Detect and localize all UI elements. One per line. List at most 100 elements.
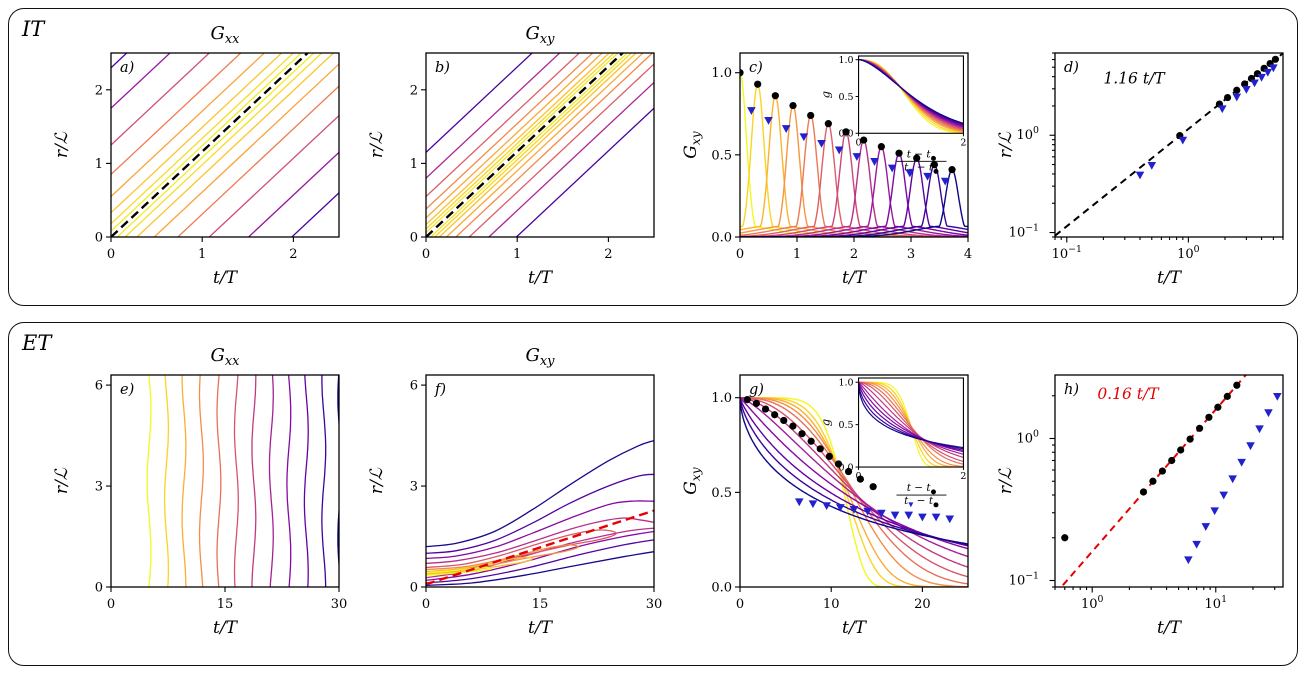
- svg-text:0: 0: [409, 231, 417, 246]
- svg-text:0: 0: [422, 597, 430, 612]
- log-tick-label: 10−1: [1009, 223, 1039, 241]
- svg-text:1: 1: [793, 247, 801, 262]
- contour-lines: [425, 439, 654, 586]
- contour-lines: [111, 53, 339, 237]
- svg-text:1: 1: [409, 157, 417, 172]
- axis-tick-labels: 0 15 30 0 3 6: [95, 379, 348, 612]
- x-axis-label: t/T: [842, 268, 868, 288]
- svg-text:2: 2: [409, 83, 417, 98]
- dashed-guide-line: [425, 509, 654, 586]
- contour-lines: [146, 375, 339, 587]
- inset-ticks: [855, 59, 965, 137]
- svg-text:1.0: 1.0: [839, 378, 854, 389]
- axis-tick-labels: 0 15 30 0 3 6: [409, 379, 662, 612]
- axis-ticks: [106, 384, 340, 592]
- y-axis-label: r/ℒ: [52, 467, 72, 494]
- axis-tick-labels: 0 1 2 0 1 2: [409, 83, 612, 262]
- inset: 1.0 0.5 0.00 2 g t − t●t▼ − t●: [819, 55, 967, 175]
- plot-series: [425, 439, 654, 586]
- x-axis-label: t/T: [213, 268, 239, 288]
- panel-letter: e): [120, 382, 134, 398]
- svg-text:4: 4: [964, 247, 972, 262]
- svg-text:6: 6: [95, 379, 103, 394]
- svg-text:2: 2: [289, 247, 297, 262]
- panel-letter: g): [749, 382, 764, 398]
- x-axis-label: t/T: [528, 268, 554, 288]
- svg-text:0: 0: [736, 247, 744, 262]
- inset-ylabel: g: [819, 419, 833, 426]
- inset-xlabel-numerator: t − t●: [907, 482, 937, 496]
- log-tick-label: 100: [1016, 125, 1039, 143]
- axis-ticks: [420, 384, 655, 592]
- panel-title: Gxy: [525, 23, 555, 47]
- log-tick-label: 10−1: [1009, 571, 1039, 589]
- data-dots: [744, 396, 878, 491]
- panel-group-et: ET 0 15 30 0 3 6 Gxx t/T r/ℒ e) 0 15 30 0 3 6 Gxy t/T r/ℒ f…: [8, 322, 1298, 666]
- svg-text:0: 0: [422, 247, 430, 262]
- panel-h: 100 101 10−1 100 t/T r/ℒ h) 0.16 t/T: [996, 374, 1284, 638]
- data-triangles: [747, 107, 950, 186]
- y-axis-label: r/ℒ: [996, 467, 1016, 494]
- panel-row-et: 0 15 30 0 3 6 Gxx t/T r/ℒ e) 0 15 30 0 3 6 Gxy t/T r/ℒ f) 0 1…: [9, 323, 1297, 649]
- inset: 1.0 0.5 0.00 2 g t − t●t▼ − t●: [819, 377, 967, 509]
- svg-text:30: 30: [645, 597, 662, 612]
- panel-letter: b): [435, 60, 450, 76]
- panel-d: 10−1 100 10−1 100 t/T r/ℒ d) 1.16 t/T: [996, 52, 1284, 288]
- svg-text:1.0: 1.0: [712, 391, 733, 406]
- svg-text:10: 10: [823, 597, 840, 612]
- y-axis-label: r/ℒ: [367, 467, 387, 494]
- svg-text:0.5: 0.5: [839, 420, 854, 431]
- svg-text:1: 1: [198, 247, 206, 262]
- y-axis-label: r/ℒ: [996, 131, 1016, 158]
- svg-text:0: 0: [107, 597, 115, 612]
- data-triangles: [1184, 392, 1282, 565]
- axis-ticks: [1049, 395, 1276, 593]
- panel-letter: a): [120, 60, 134, 76]
- x-axis-label: t/T: [213, 618, 239, 638]
- y-axis-label: r/ℒ: [52, 131, 72, 158]
- svg-text:20: 20: [914, 597, 931, 612]
- plot-frame: [739, 374, 969, 588]
- plot-frame: [110, 52, 340, 238]
- inset-ylabel: g: [819, 91, 833, 98]
- svg-text:1: 1: [513, 247, 521, 262]
- plot-series: [146, 375, 339, 587]
- svg-text:2: 2: [850, 247, 858, 262]
- svg-text:15: 15: [217, 597, 234, 612]
- y-axis-label: r/ℒ: [367, 131, 387, 158]
- plot-series: [425, 53, 654, 237]
- panel-group-it: IT 0 1 2 0 1 2 Gxx t/T r/ℒ a) 0 1 2 0 1 2 Gxy t/T r/ℒ b) 0 1 2…: [8, 8, 1298, 306]
- dashed-guide-line: [425, 53, 624, 237]
- log-tick-label: 101: [1204, 594, 1227, 612]
- svg-text:6: 6: [409, 379, 417, 394]
- inset-ticks: [855, 381, 965, 471]
- log-tick-label: 10−1: [1052, 244, 1082, 262]
- svg-text:2: 2: [961, 137, 967, 148]
- svg-text:1: 1: [95, 157, 103, 172]
- svg-text:30: 30: [331, 597, 348, 612]
- svg-text:3: 3: [95, 480, 103, 495]
- dashed-fit-line: [1059, 375, 1248, 587]
- data-triangles: [1135, 64, 1278, 180]
- x-axis-label: t/T: [1157, 268, 1183, 288]
- axis-tick-labels: 100 101 10−1 100: [1009, 428, 1227, 612]
- svg-text:15: 15: [531, 597, 548, 612]
- plot-series: [111, 53, 339, 237]
- y-axis-label: Gxy: [681, 130, 703, 158]
- panel-title: Gxx: [210, 23, 240, 47]
- inset-xlabel-numerator: t − t●: [907, 148, 937, 162]
- contour-lines: [425, 53, 654, 237]
- row-label-it: IT: [22, 17, 45, 41]
- inset-collapse-curves: [858, 59, 964, 134]
- panel-letter: d): [1064, 60, 1079, 76]
- log-tick-label: 100: [1177, 244, 1200, 262]
- svg-text:0.0: 0.0: [712, 231, 733, 246]
- panel-letter: f): [434, 382, 446, 398]
- axis-tick-labels: 0 1 2 3 4 0.0 0.5 1.0: [712, 66, 973, 262]
- svg-text:0: 0: [95, 581, 103, 596]
- inset-tick-labels: 1.0 0.5 0.00 2: [839, 378, 967, 482]
- plot-frame: [425, 52, 655, 238]
